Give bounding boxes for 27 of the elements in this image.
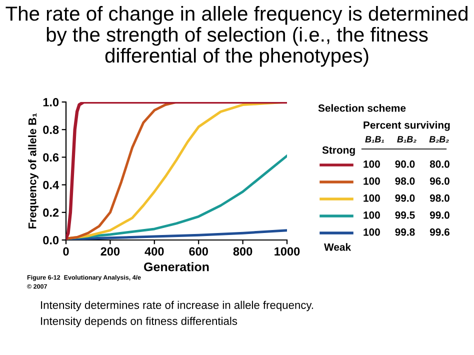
legend-title: Selection scheme — [318, 104, 406, 112]
x-tick-label: 1000 — [274, 247, 300, 256]
legend-label: 100 99.5 99.0 — [364, 211, 450, 219]
text: Intensity depends on fitness differentials — [41, 316, 238, 328]
y-tick-label: 0.6 — [43, 153, 59, 162]
chart-title: The rate of change in allele frequency is determined by the strength of selection (i.e., the fitness differential of the phenotypes) — [6, 6, 468, 67]
text: Weak — [324, 243, 352, 251]
y-tick-label: 0.2 — [43, 208, 59, 217]
text: Intensity determines rate of increase in allele frequency. — [41, 300, 314, 312]
text: B₁B₁ B₁B₂ B₂B₂ — [365, 136, 449, 143]
x-tick-label: 400 — [144, 247, 164, 256]
legend-label: 100 99.8 99.6 — [364, 228, 450, 236]
y-tick-label: 0.0 — [43, 236, 59, 244]
y-tick-label: 0.4 — [43, 180, 59, 190]
y-tick-label: 1.0 — [43, 98, 59, 106]
legend-label: 100 90.0 80.0 — [364, 160, 450, 168]
y-axis-title: Frequency of allele B₁ — [28, 113, 38, 228]
text: Strong — [322, 146, 355, 156]
y-tick-label: 0.8 — [43, 126, 59, 134]
legend-label: 100 99.0 98.0 — [364, 194, 450, 202]
text: Percent surviving — [364, 121, 450, 131]
x-tick-label: 600 — [189, 247, 208, 256]
x-axis-title: Generation — [144, 262, 209, 272]
x-tick-label: 800 — [233, 247, 252, 256]
x-tick-label: 200 — [100, 247, 120, 256]
legend-label: 100 98.0 96.0 — [364, 177, 450, 185]
x-tick-label: 0 — [63, 247, 69, 256]
